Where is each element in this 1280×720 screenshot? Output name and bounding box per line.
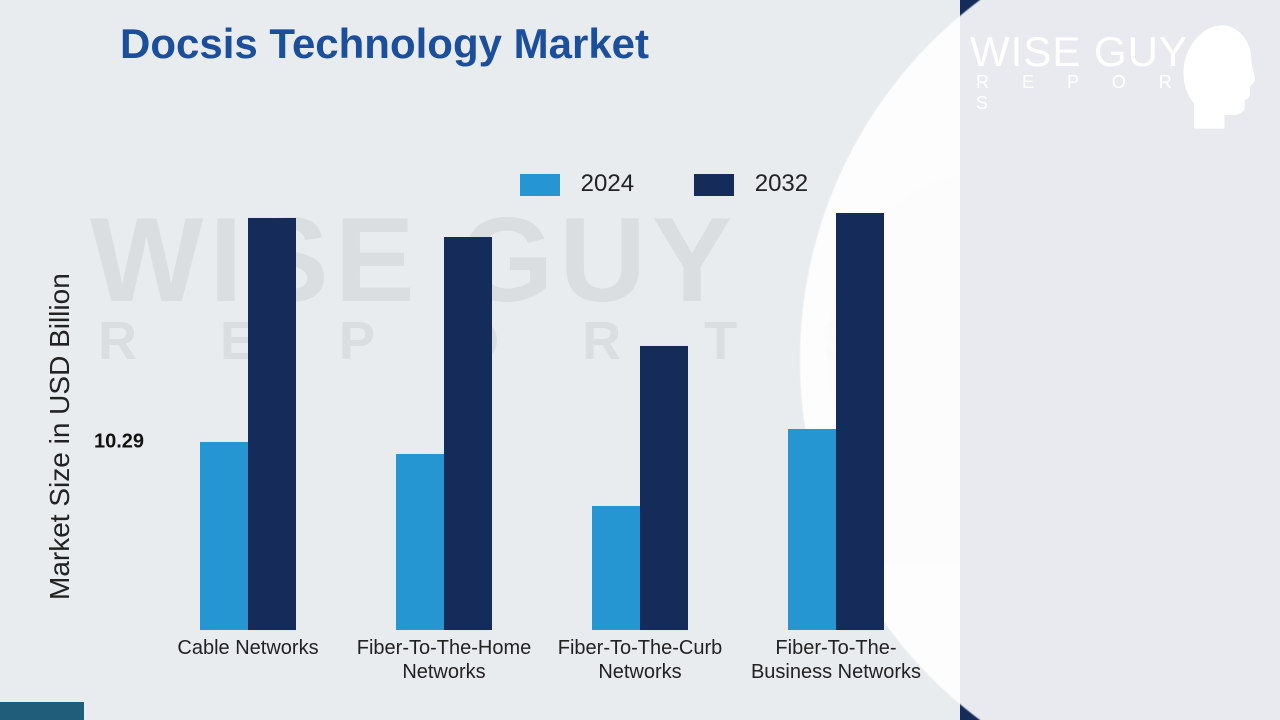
- y-tick-label: 10.29: [94, 430, 144, 453]
- x-label-cable: Cable Networks: [150, 630, 346, 660]
- legend-swatch-2032: [694, 174, 734, 196]
- logo-head-icon: [1172, 22, 1260, 132]
- legend: 2024 2032: [520, 170, 808, 198]
- bar-2024-fttb: [788, 429, 836, 630]
- chart-canvas: WISE GUY R E P O R T S WISE GUY R E P O …: [0, 0, 1280, 720]
- bar-group-ftth: Fiber-To-The-Home Networks: [346, 200, 542, 630]
- bar-2032-cable: [248, 218, 296, 630]
- bar-2024-cable: [200, 442, 248, 630]
- bar-2024-ftth: [396, 454, 444, 630]
- bar-2032-fttc: [640, 346, 688, 630]
- x-label-ftth: Fiber-To-The-Home Networks: [346, 630, 542, 684]
- y-axis-label: Market Size in USD Billion: [44, 273, 76, 600]
- legend-item-2024: 2024: [520, 170, 634, 198]
- legend-item-2032: 2032: [694, 170, 808, 198]
- bottom-accent-bar: [0, 702, 84, 720]
- legend-label-2024: 2024: [581, 170, 634, 197]
- bar-group-fttc: Fiber-To-The-Curb Networks: [542, 200, 738, 630]
- plot-area: Cable Networks Fiber-To-The-Home Network…: [150, 200, 930, 630]
- legend-swatch-2024: [520, 174, 560, 196]
- bar-2024-fttc: [592, 506, 640, 630]
- x-label-fttc: Fiber-To-The-Curb Networks: [542, 630, 738, 684]
- bar-2032-fttb: [836, 213, 884, 630]
- bar-2032-ftth: [444, 237, 492, 630]
- x-label-fttb: Fiber-To-The-Business Networks: [738, 630, 934, 684]
- bar-group-cable: Cable Networks: [150, 200, 346, 630]
- legend-label-2032: 2032: [755, 170, 808, 197]
- bar-group-fttb: Fiber-To-The-Business Networks: [738, 200, 934, 630]
- chart-title: Docsis Technology Market: [120, 20, 649, 68]
- brand-logo: WISE GUY R E P O R T S: [970, 28, 1250, 114]
